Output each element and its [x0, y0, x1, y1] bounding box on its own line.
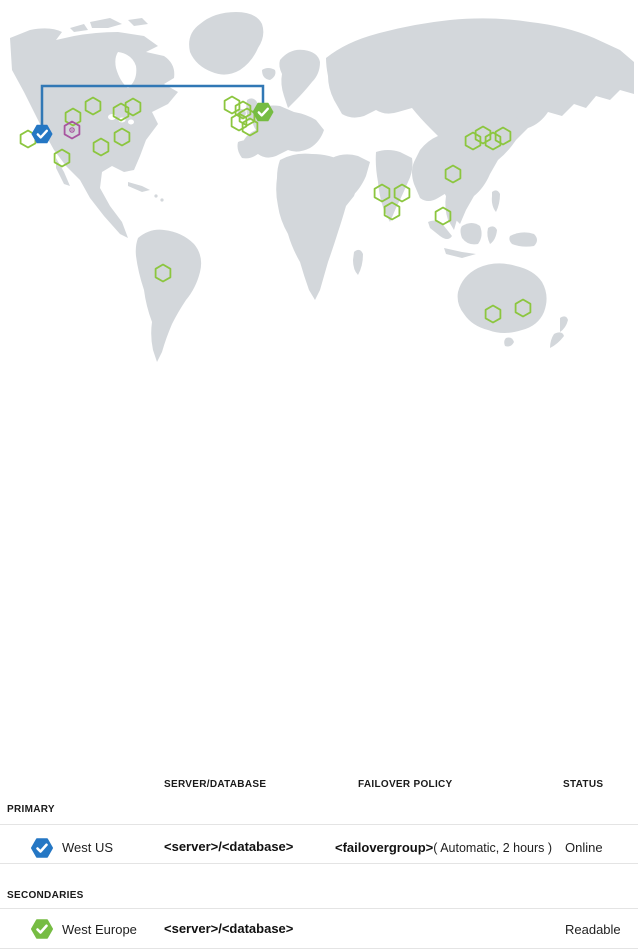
region-hex-icon: [464, 131, 482, 151]
region-hex-icon: [53, 148, 71, 168]
region-hex-icon: [474, 125, 492, 145]
region-hex-icon: [484, 131, 502, 151]
region-hex-icon: [494, 126, 512, 146]
failover-table: SERVER/DATABASE FAILOVER POLICY STATUS P…: [0, 380, 638, 949]
region-hex-icon: [234, 100, 252, 120]
region-hex-icon: [84, 96, 102, 116]
primary-server-database[interactable]: <server>/<database>: [164, 839, 294, 854]
primary-region-name: West US: [62, 840, 114, 855]
region-hex-icon: [484, 304, 502, 324]
region-hex-icon: [223, 95, 241, 115]
primary-failover-detail: ( Automatic, 2 hours ): [433, 841, 553, 855]
secondary-server-database[interactable]: <server>/<database>: [164, 921, 294, 936]
secondary-status: Readable: [565, 922, 621, 937]
region-hex-icon: [64, 107, 82, 127]
primary-region-marker: [31, 124, 53, 144]
region-hex-icon: [373, 183, 391, 203]
region-hex-icon: [154, 263, 172, 283]
column-header-server-database: SERVER/DATABASE: [164, 779, 267, 790]
region-hex-icon: [241, 117, 259, 137]
secondary-region-name: West Europe: [62, 922, 137, 937]
region-hex-icon: [393, 183, 411, 203]
paired-region-dot: [69, 127, 75, 133]
region-hex-icon: [230, 112, 248, 132]
column-header-failover-policy: FAILOVER POLICY: [358, 779, 453, 790]
region-hex-icon: [383, 201, 401, 221]
world-map: [0, 0, 638, 380]
paired-region-dot-center: [71, 129, 73, 131]
secondary-region-marker: [252, 102, 274, 122]
check-icon: [36, 129, 48, 139]
region-hex-icon: [434, 206, 452, 226]
primary-region-icon: [31, 838, 53, 858]
secondaries-section-label: SECONDARIES: [7, 890, 84, 901]
primary-failover-policy: <failovergroup>( Automatic, 2 hours ): [335, 839, 552, 857]
divider: [0, 908, 638, 909]
region-hex-icon: [113, 127, 131, 147]
check-icon: [257, 107, 269, 117]
primary-section-label: PRIMARY: [7, 804, 55, 815]
column-header-status: STATUS: [563, 779, 604, 790]
replication-link-line: [40, 84, 265, 125]
region-hex-icon: [514, 298, 532, 318]
paired-region-hex-icon: [63, 120, 81, 140]
primary-failover-group[interactable]: <failovergroup>: [335, 840, 434, 855]
secondary-region-icon: [31, 919, 53, 939]
divider: [0, 863, 638, 864]
primary-status: Online: [565, 840, 603, 855]
region-hex-icon: [92, 137, 110, 157]
region-hex-icon: [444, 164, 462, 184]
continents: [10, 12, 634, 362]
region-hex-icon: [112, 102, 130, 122]
region-hex-icon: [124, 97, 142, 117]
divider: [0, 824, 638, 825]
